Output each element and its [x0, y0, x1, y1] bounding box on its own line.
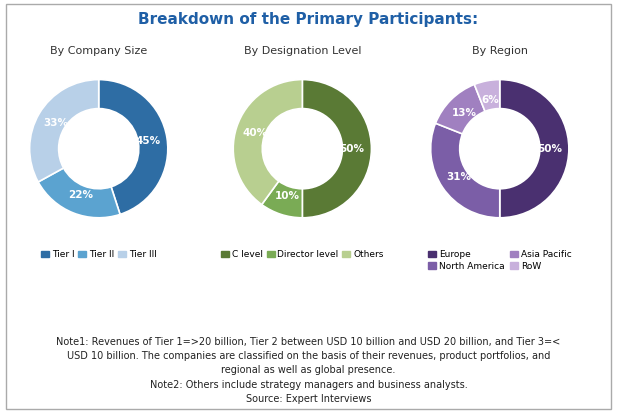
Text: 13%: 13%: [452, 109, 477, 119]
Wedge shape: [474, 80, 500, 112]
Wedge shape: [302, 80, 371, 218]
Text: 10%: 10%: [275, 191, 299, 201]
Text: 45%: 45%: [135, 136, 160, 146]
Title: By Region: By Region: [472, 46, 528, 56]
Legend: Europe, North America, Asia Pacific, RoW: Europe, North America, Asia Pacific, RoW: [424, 247, 575, 274]
Legend: C level, Director level, Others: C level, Director level, Others: [218, 247, 387, 263]
Wedge shape: [30, 80, 99, 182]
Wedge shape: [262, 181, 302, 218]
Title: By Company Size: By Company Size: [50, 46, 147, 56]
Title: By Designation Level: By Designation Level: [244, 46, 361, 56]
Wedge shape: [431, 123, 500, 218]
Text: Note1: Revenues of Tier 1=>20 billion, Tier 2 between USD 10 billion and USD 20 : Note1: Revenues of Tier 1=>20 billion, T…: [56, 337, 561, 404]
Wedge shape: [436, 84, 485, 134]
Legend: Tier I, Tier II, Tier III: Tier I, Tier II, Tier III: [38, 247, 160, 263]
Wedge shape: [500, 80, 569, 218]
Wedge shape: [233, 80, 302, 204]
Text: 50%: 50%: [339, 144, 365, 154]
Text: 33%: 33%: [43, 119, 68, 128]
Text: 50%: 50%: [537, 144, 562, 154]
Text: Breakdown of the Primary Participants:: Breakdown of the Primary Participants:: [138, 12, 479, 27]
Text: 31%: 31%: [446, 172, 471, 182]
Text: 6%: 6%: [482, 95, 499, 105]
Text: 22%: 22%: [68, 190, 93, 200]
Text: 40%: 40%: [242, 128, 268, 138]
Wedge shape: [38, 168, 120, 218]
Wedge shape: [99, 80, 168, 214]
